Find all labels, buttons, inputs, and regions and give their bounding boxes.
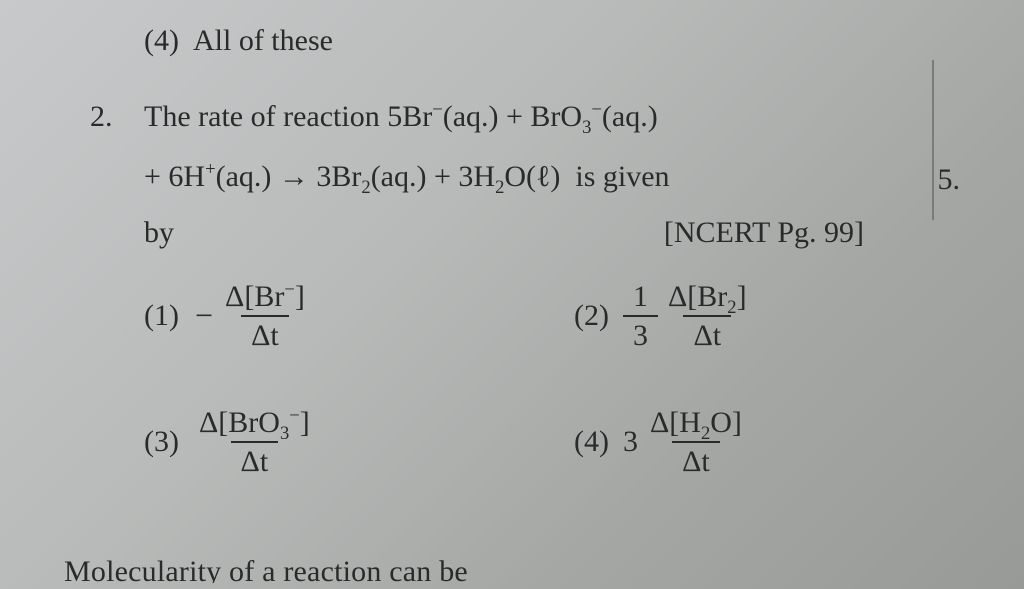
fraction: Δ[Br2] Δt <box>662 280 753 352</box>
by-text: by <box>144 216 174 250</box>
coef-denominator: 3 <box>623 315 658 352</box>
equation-part2: + 6H+(aq.) → 3Br2(aq.) + 3H2O(ℓ) is give… <box>144 160 984 194</box>
option-2: (2) 1 3 Δ[Br2] Δt <box>574 280 964 352</box>
fraction: Δ[Br−] Δt <box>219 280 311 352</box>
coefficient-fraction: 1 3 <box>623 280 658 352</box>
minus-sign: − <box>195 297 213 334</box>
option-label: (1) <box>144 299 179 333</box>
question-number: 2. <box>90 100 144 134</box>
q1-option-4: (4) All of these <box>144 18 984 65</box>
coefficient: 3 <box>623 425 638 459</box>
reference-citation: [NCERT Pg. 99] <box>664 216 864 250</box>
equation-part1: 5Br−(aq.) + BrO3−(aq.) <box>387 100 657 133</box>
denominator: Δt <box>672 441 720 478</box>
fraction: Δ[BrO3−] Δt <box>193 406 316 478</box>
coef-numerator: 1 <box>627 280 654 315</box>
denominator: Δt <box>241 315 289 352</box>
option-label: (4) <box>574 425 609 459</box>
denominator: Δt <box>683 315 731 352</box>
option-label: (2) <box>574 299 609 333</box>
question-2: 2. The rate of reaction 5Br−(aq.) + BrO3… <box>90 91 984 478</box>
numerator: Δ[Br−] <box>219 280 311 315</box>
fraction: Δ[H2O] Δt <box>644 406 748 478</box>
option-label: (4) <box>144 24 179 58</box>
option-label: (3) <box>144 425 179 459</box>
option-3: (3) Δ[BrO3−] Δt <box>144 406 534 478</box>
options-grid: (1) − Δ[Br−] Δt (2) 1 3 Δ[Br2] Δt (3) Δ[… <box>144 280 964 478</box>
question-stem-line1: The rate of reaction 5Br−(aq.) + BrO3−(a… <box>144 91 984 142</box>
option-text: All of these <box>193 18 333 65</box>
numerator: Δ[BrO3−] <box>193 406 316 441</box>
numerator: Δ[H2O] <box>644 406 748 441</box>
stem-text: The rate of reaction <box>144 100 387 133</box>
next-question-cut-text: Molecularity of a reaction can be <box>64 557 468 583</box>
denominator: Δt <box>231 441 279 478</box>
option-4: (4) 3 Δ[H2O] Δt <box>574 406 964 478</box>
option-1: (1) − Δ[Br−] Δt <box>144 280 534 352</box>
next-question-number: 5. <box>938 163 961 197</box>
numerator: Δ[Br2] <box>662 280 753 315</box>
